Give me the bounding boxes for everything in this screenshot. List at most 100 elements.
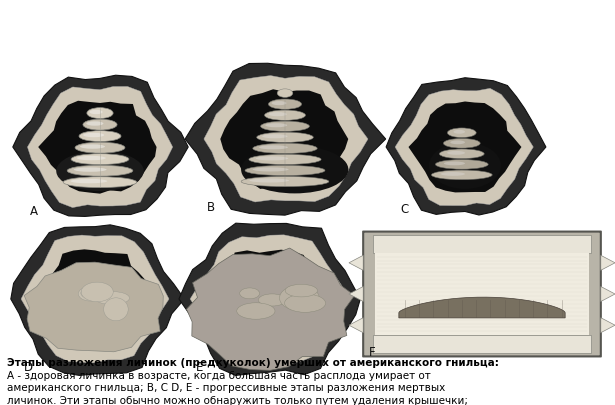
Text: личинок. Эти этапы обычно можно обнаружить только путем удаления крышечки;: личинок. Эти этапы обычно можно обнаружи… (7, 395, 468, 405)
Polygon shape (28, 87, 173, 208)
Polygon shape (190, 235, 347, 362)
Ellipse shape (429, 143, 501, 190)
Polygon shape (220, 90, 348, 190)
Ellipse shape (67, 166, 133, 177)
Polygon shape (38, 102, 157, 194)
Ellipse shape (81, 282, 113, 302)
Polygon shape (386, 79, 546, 215)
Ellipse shape (253, 144, 317, 154)
Ellipse shape (265, 124, 287, 128)
Ellipse shape (79, 131, 121, 142)
Ellipse shape (262, 135, 288, 139)
Ellipse shape (253, 168, 288, 172)
Ellipse shape (75, 143, 125, 154)
Ellipse shape (90, 111, 103, 115)
Text: E: E (196, 360, 204, 373)
Bar (373, 235, 591, 254)
Ellipse shape (86, 122, 103, 126)
Polygon shape (13, 76, 188, 217)
Text: B: B (207, 201, 215, 214)
Ellipse shape (83, 120, 117, 131)
Ellipse shape (447, 129, 476, 138)
Ellipse shape (74, 168, 106, 173)
Text: C: C (400, 203, 408, 216)
Ellipse shape (264, 111, 306, 121)
Ellipse shape (83, 134, 104, 138)
Ellipse shape (439, 149, 484, 159)
Polygon shape (11, 225, 184, 375)
Ellipse shape (444, 162, 465, 166)
Ellipse shape (272, 102, 287, 106)
Polygon shape (33, 250, 154, 349)
Ellipse shape (0, 210, 191, 388)
Bar (375, 254, 589, 335)
Ellipse shape (453, 130, 465, 134)
Polygon shape (349, 256, 363, 271)
Bar (373, 335, 591, 354)
Ellipse shape (241, 147, 348, 194)
Polygon shape (204, 77, 368, 202)
Ellipse shape (431, 171, 492, 180)
Ellipse shape (81, 288, 107, 299)
Ellipse shape (169, 210, 371, 388)
Polygon shape (24, 262, 163, 352)
Text: Этапы разложения личинок (предкуколок) умерших от американского гнильца:: Этапы разложения личинок (предкуколок) у… (7, 357, 499, 367)
Ellipse shape (259, 146, 288, 150)
Polygon shape (349, 318, 363, 333)
Polygon shape (395, 89, 533, 206)
Polygon shape (179, 224, 360, 375)
Polygon shape (185, 64, 386, 215)
Ellipse shape (245, 166, 325, 176)
Ellipse shape (435, 160, 488, 170)
Ellipse shape (63, 177, 137, 188)
Ellipse shape (250, 179, 289, 183)
Ellipse shape (44, 270, 146, 346)
Ellipse shape (256, 157, 288, 161)
Ellipse shape (285, 285, 317, 297)
Ellipse shape (285, 294, 325, 313)
Ellipse shape (78, 287, 102, 301)
Text: А - здоровая личинка в возрасте, когда большая часть расплода умирает от: А - здоровая личинка в возрасте, когда б… (7, 370, 430, 380)
Ellipse shape (268, 100, 301, 110)
Ellipse shape (285, 286, 304, 303)
Text: D: D (24, 360, 33, 373)
Ellipse shape (447, 151, 465, 156)
Ellipse shape (77, 156, 106, 161)
Polygon shape (186, 248, 354, 371)
Ellipse shape (249, 155, 321, 165)
Ellipse shape (87, 109, 113, 119)
Ellipse shape (178, 51, 392, 229)
Ellipse shape (268, 113, 287, 117)
Ellipse shape (71, 179, 108, 184)
Ellipse shape (104, 298, 128, 321)
Bar (354, 219, 609, 369)
Ellipse shape (95, 292, 130, 305)
FancyBboxPatch shape (363, 232, 601, 356)
Ellipse shape (241, 177, 329, 187)
Polygon shape (601, 256, 615, 271)
Ellipse shape (71, 154, 129, 165)
Ellipse shape (261, 122, 309, 132)
Polygon shape (349, 287, 363, 302)
Polygon shape (399, 297, 565, 318)
Ellipse shape (215, 265, 325, 350)
Ellipse shape (277, 90, 293, 98)
Ellipse shape (4, 64, 196, 231)
Polygon shape (601, 318, 615, 333)
Text: F: F (368, 345, 375, 358)
Ellipse shape (279, 286, 319, 311)
Polygon shape (207, 250, 333, 348)
Ellipse shape (240, 288, 260, 299)
Polygon shape (408, 102, 522, 193)
Polygon shape (21, 236, 169, 363)
Ellipse shape (450, 141, 465, 145)
Text: американского гнильца; В, С D, Е - прогрессивные этапы разложения мертвых: американского гнильца; В, С D, Е - прогр… (7, 383, 445, 392)
Text: A: A (30, 205, 38, 218)
Ellipse shape (443, 139, 480, 149)
Ellipse shape (377, 66, 553, 229)
Ellipse shape (80, 145, 105, 149)
Ellipse shape (237, 303, 275, 320)
Ellipse shape (56, 151, 144, 192)
Ellipse shape (258, 294, 286, 306)
Polygon shape (601, 287, 615, 302)
